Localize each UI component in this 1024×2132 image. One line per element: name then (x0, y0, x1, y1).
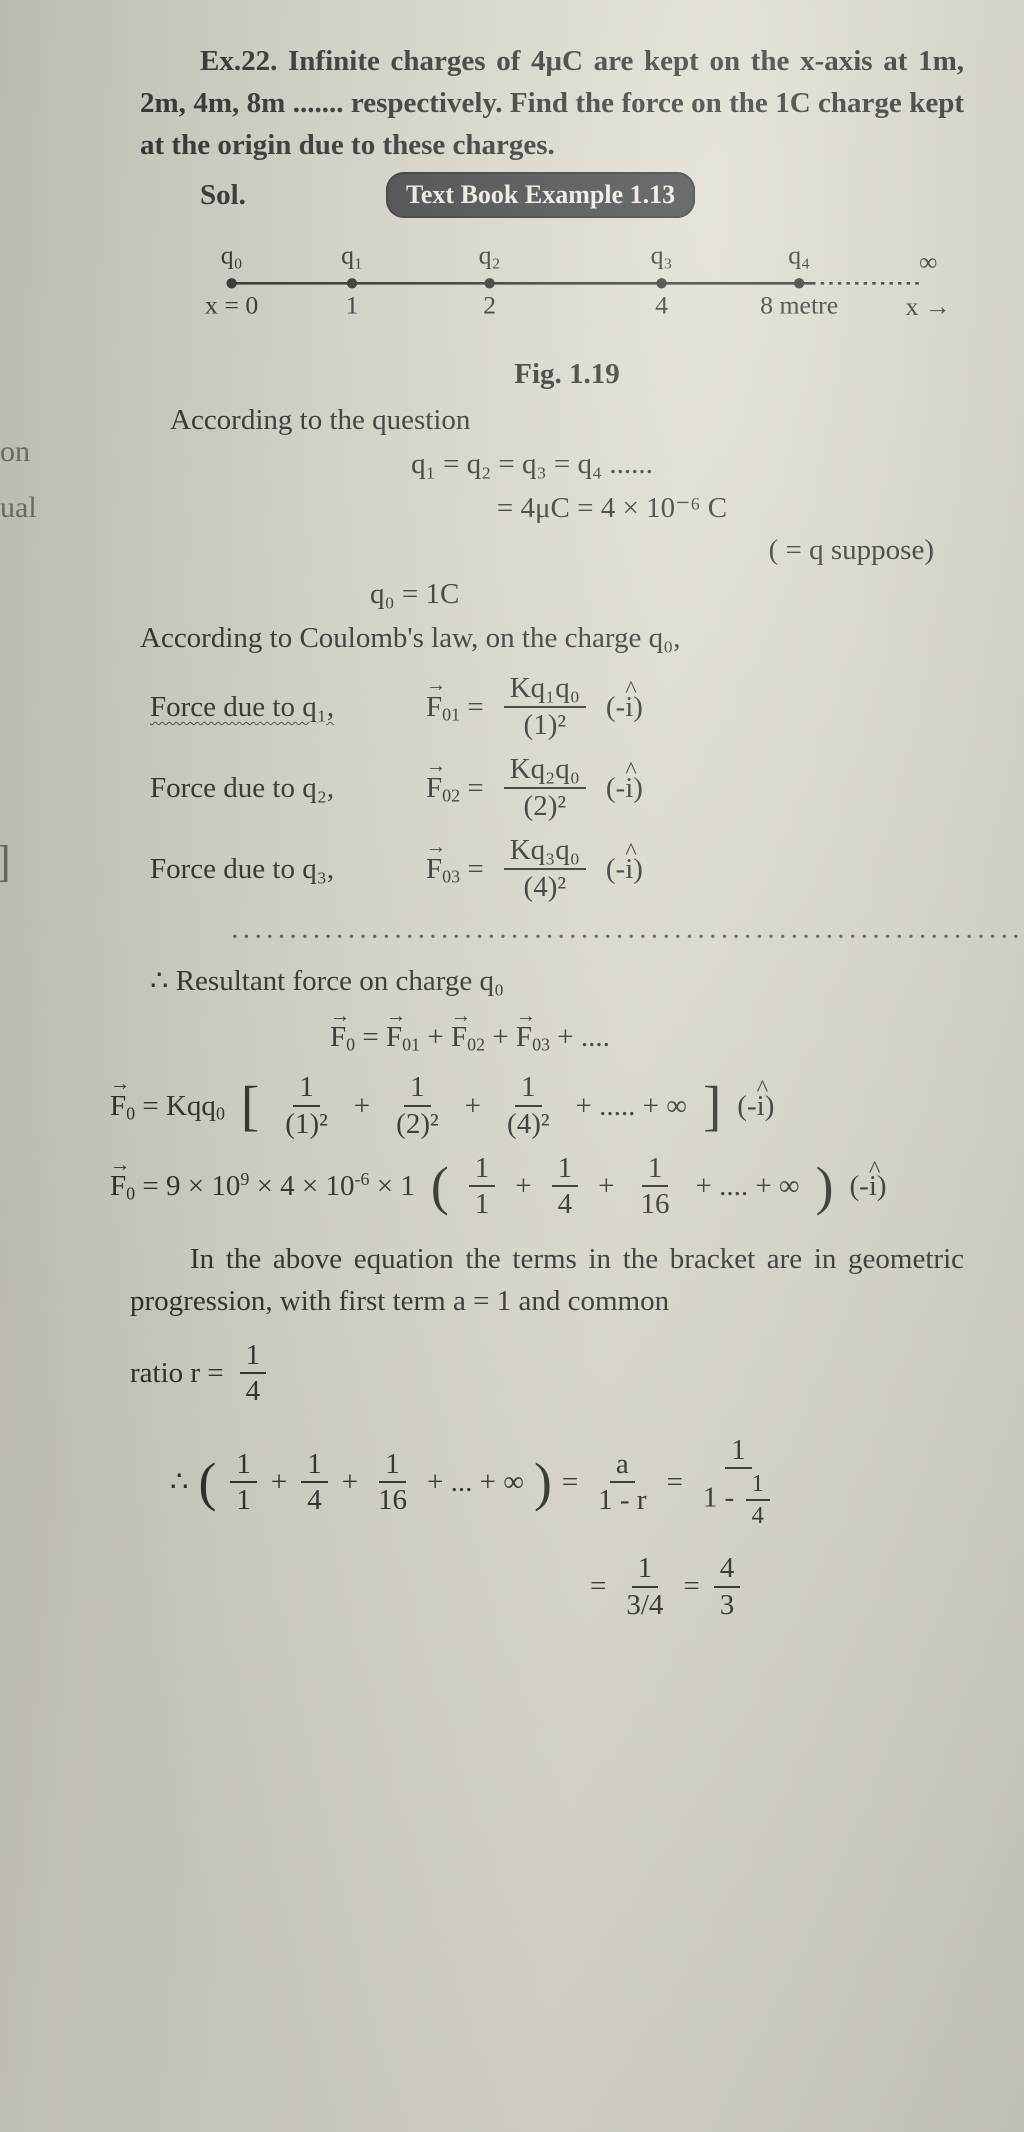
gp-1mr: 1 - r (592, 1483, 652, 1515)
ratio-line: ratio r = 14 (130, 1340, 994, 1407)
problem-statement: Ex.22. Infinite charges of 4μC are kept … (140, 40, 964, 166)
f2-den: (2)² (518, 789, 573, 821)
nested-db: 4 (746, 1501, 770, 1529)
c1n: 1 (632, 1553, 659, 1587)
g3d: 16 (372, 1483, 413, 1515)
g2d: 4 (301, 1483, 328, 1515)
n3n: 1 (642, 1153, 669, 1187)
series-tail: + ..... + ∞ (576, 1085, 687, 1127)
g1n: 1 (230, 1449, 257, 1483)
eq-charge-value: = 4μC = 4 × 10⁻⁶ C (230, 487, 994, 529)
svg-text:8 metre: 8 metre (760, 290, 838, 319)
n2d: 4 (552, 1187, 579, 1219)
according-coulomb: According to Coulomb's law, on the charg… (140, 617, 994, 659)
cropped-text-on: on (0, 430, 30, 474)
c1d: 3/4 (620, 1588, 669, 1620)
figure-1-19: q₀ x = 0 q₁ 1 q₂ 2 q₃ 4 q₄ 8 metre ∞ x → Fig.… (180, 236, 954, 395)
f3-den: (4)² (518, 870, 573, 902)
svg-text:q₁: q₁ (341, 240, 363, 269)
gp-para-text: In the above equation the terms in the b… (130, 1243, 964, 1317)
dotted-separator: ········································… (230, 916, 994, 958)
eq-charges-equal: q₁ = q₂ = q₃ = q₄ ...... (70, 443, 994, 485)
cropped-bracket: ] (0, 830, 11, 894)
s2n: 1 (404, 1072, 431, 1106)
g2n: 1 (301, 1449, 328, 1483)
figure-caption: Fig. 1.19 (180, 353, 954, 395)
resultant-label: ∴ Resultant force on charge q₀ (150, 960, 994, 1002)
page-root: on ual ] Ex.22. Infinite charges of 4μC … (0, 0, 1024, 2132)
svg-text:x = 0: x = 0 (205, 290, 258, 319)
force-q2-label: Force due to q₂, (150, 767, 410, 809)
force-q1-fraction: Kq₁q₀ (1)² (504, 673, 586, 740)
q0-value: q₀ = 1C (370, 573, 994, 615)
textbook-badge: Text Book Example 1.13 (386, 172, 695, 218)
svg-text:q₂: q₂ (479, 240, 501, 269)
gp-sum-line: ∴ ( 11 + 14 + 116 + ... + ∞ ) = a1 - r =… (170, 1435, 964, 1529)
n2n: 1 (552, 1153, 579, 1187)
solution-header-row: Sol. Text Book Example 1.13 (200, 172, 994, 218)
resultant-series: F0 = Kqq0 [ 1(1)² + 1(2)² + 1(4)² + ....… (110, 1072, 994, 1139)
nested-dt: 1 (746, 1471, 770, 1501)
force-q2-row: Force due to q₂, F02 = Kq₂q₀ (2)² (-i) (150, 754, 994, 821)
ratio-den: 4 (240, 1374, 267, 1406)
ratio-label: ratio r = (130, 1352, 224, 1394)
eq2: = (683, 1565, 699, 1607)
c2d: 3 (714, 1588, 741, 1620)
force-q2-fraction: Kq₂q₀ (2)² (504, 754, 586, 821)
gp-tail: + ... + ∞ (427, 1461, 524, 1503)
svg-text:2: 2 (483, 290, 496, 319)
force-q3-fraction: Kq₃q₀ (4)² (504, 835, 586, 902)
ratio-num: 1 (240, 1340, 267, 1374)
example-number: Ex.22. (200, 45, 277, 77)
s1n: 1 (293, 1072, 320, 1106)
nested-fraction: 1 1 - 14 (697, 1435, 780, 1529)
force-q3-label: Force due to q₃, (150, 848, 410, 890)
c2n: 4 (714, 1553, 741, 1587)
svg-text:q₃: q₃ (651, 240, 673, 269)
s3n: 1 (515, 1072, 542, 1106)
charge-axis-diagram: q₀ x = 0 q₁ 1 q₂ 2 q₃ 4 q₄ 8 metre ∞ x → (180, 236, 954, 339)
svg-text:∞: ∞ (919, 247, 937, 276)
s3d: (4)² (501, 1107, 556, 1139)
n3d: 16 (634, 1187, 675, 1219)
s2d: (2)² (390, 1107, 445, 1139)
f1-num: Kq₁q₀ (504, 673, 586, 707)
s1d: (1)² (279, 1107, 334, 1139)
gp-paragraph: In the above equation the terms in the b… (130, 1238, 964, 1322)
svg-text:4: 4 (655, 290, 668, 319)
n1n: 1 (469, 1153, 496, 1187)
therefore-symbol: ∴ (170, 1461, 188, 1503)
f3-num: Kq₃q₀ (504, 835, 586, 869)
resultant-numeric: F0 = 9 × 109 × 4 × 10-6 × 1 ( 11 + 14 + … (110, 1153, 994, 1220)
force-q3-row: Force due to q₃, F03 = Kq₃q₀ (4)² (-i) (150, 835, 994, 902)
according-line-1: According to the question (170, 399, 994, 441)
solution-label: Sol. (200, 174, 246, 216)
nested-num: 1 (725, 1435, 752, 1469)
svg-text:q₄: q₄ (788, 240, 810, 269)
f1-den: (1)² (518, 708, 573, 740)
g1d: 1 (230, 1483, 257, 1515)
resultant-sum: F0 = F01 + F02 + F03 + .... (330, 1016, 994, 1058)
f2-num: Kq₂q₀ (504, 754, 586, 788)
q-suppose: ( = q suppose) (30, 529, 934, 571)
force-q1-label: Force due to q₁, (150, 686, 410, 728)
gp-continue-line: = 13/4 = 43 (590, 1553, 994, 1620)
n1d: 1 (469, 1187, 496, 1219)
eq1: = (590, 1565, 606, 1607)
svg-text:1: 1 (346, 290, 359, 319)
svg-text:q₀: q₀ (221, 240, 243, 269)
cropped-text-ual: ual (0, 486, 37, 530)
gp-a: a (610, 1449, 635, 1483)
svg-text:x →: x → (906, 292, 951, 321)
g3n: 1 (379, 1449, 406, 1483)
force-q1-row: Force due to q₁, F01 = Kq₁q₀ (1)² (-i) (150, 673, 994, 740)
